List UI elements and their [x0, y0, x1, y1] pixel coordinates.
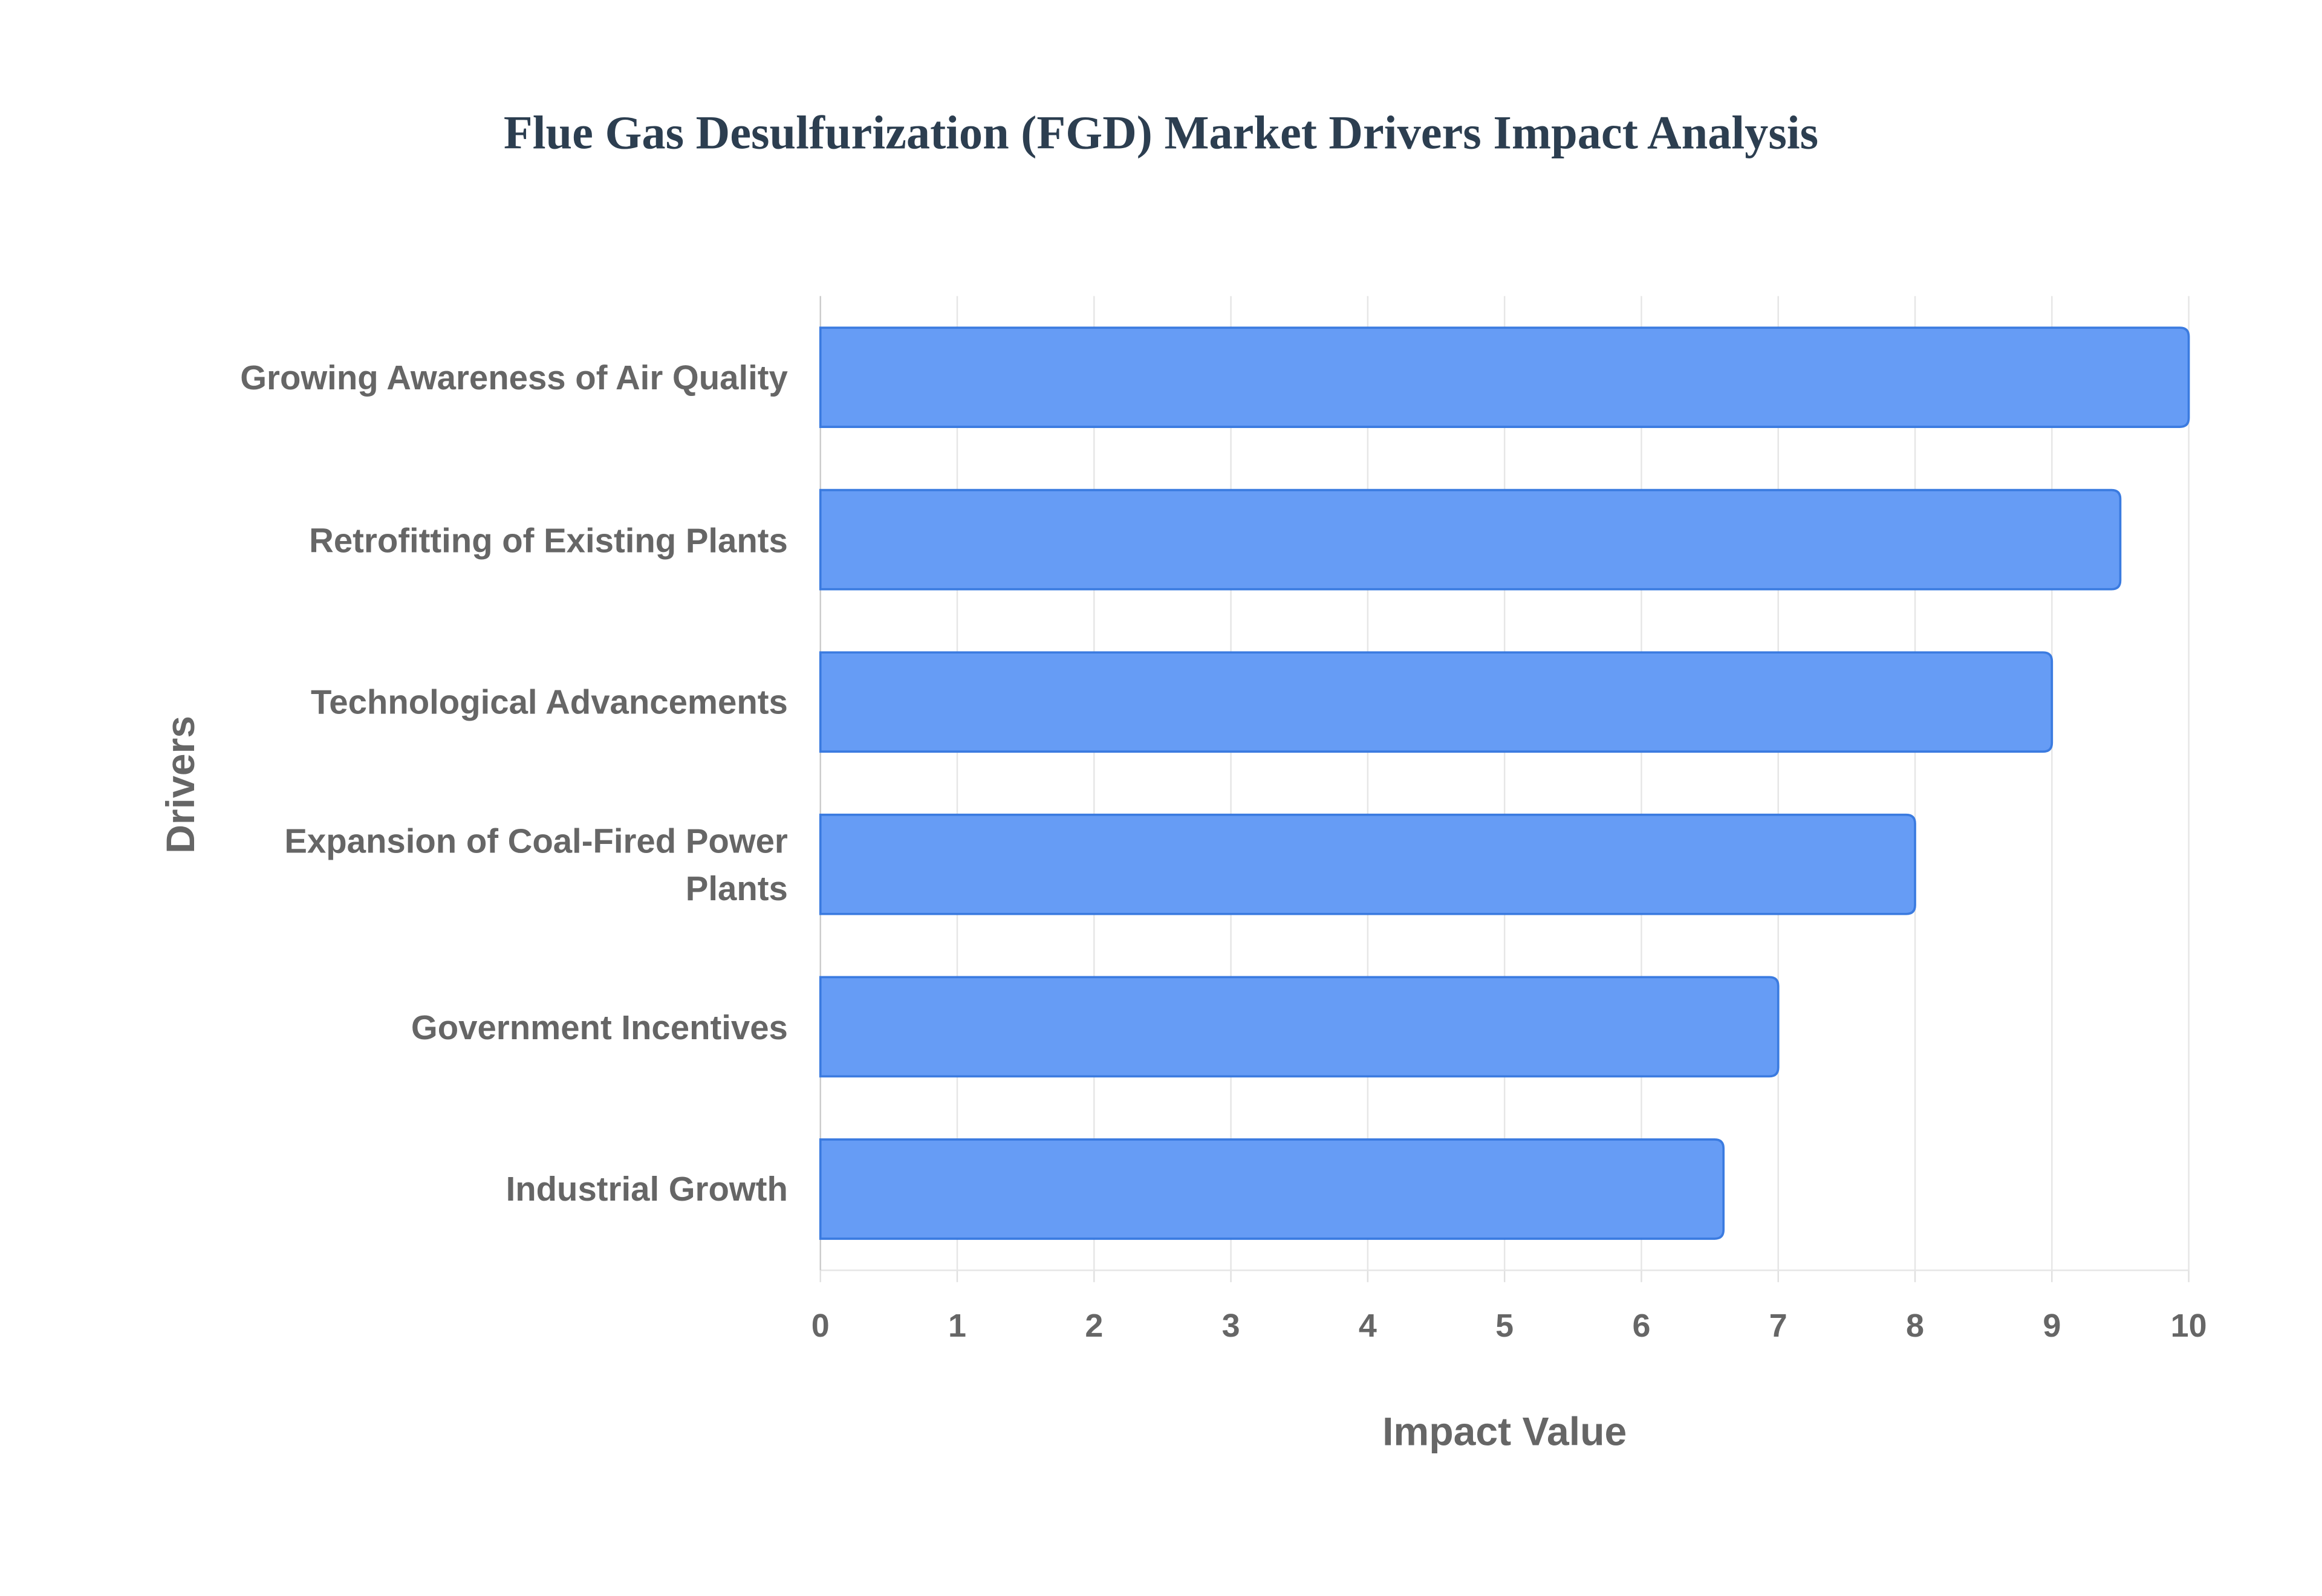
chart-title: Flue Gas Desulfurization (FGD) Market Dr…	[504, 106, 1818, 159]
x-tick-label: 10	[2171, 1308, 2207, 1344]
bar	[819, 813, 1916, 915]
x-tick-label: 3	[1222, 1308, 1240, 1344]
y-tick-label-box: Technological Advancements	[311, 683, 788, 722]
y-tick-label-box: Expansion of Coal-Fired Power Plants	[284, 821, 788, 907]
x-tick-label: 6	[1632, 1308, 1650, 1344]
bar	[819, 326, 2190, 428]
y-tick-label: Industrial Growth	[506, 1170, 788, 1208]
x-tick-label: 2	[1085, 1308, 1103, 1344]
y-tick-label: Government Incentives	[411, 1007, 788, 1046]
x-tick-label: 7	[1769, 1308, 1787, 1344]
y-tick-label: Growing Awareness of Air Quality	[240, 358, 788, 397]
y-tick-label: Expansion of Coal-Fired Power Plants	[284, 821, 788, 907]
y-tick-label: Retrofitting of Existing Plants	[309, 520, 788, 559]
x-tick-label: 5	[1495, 1308, 1514, 1344]
y-tick-label-box: Government Incentives	[411, 1007, 788, 1046]
y-tick-label-box: Industrial Growth	[506, 1170, 788, 1208]
y-axis-title: Drivers	[158, 716, 203, 854]
y-tick-label-box: Growing Awareness of Air Quality	[240, 358, 788, 397]
x-tick-label: 0	[811, 1308, 830, 1344]
y-tick-label: Technological Advancements	[311, 683, 788, 722]
bar	[819, 488, 2122, 591]
x-tick-label: 4	[1359, 1308, 1377, 1344]
bar	[819, 976, 1780, 1078]
x-axis-title: Impact Value	[1382, 1410, 1627, 1455]
x-tick-label: 9	[2043, 1308, 2061, 1344]
y-tick-label-box: Retrofitting of Existing Plants	[309, 520, 788, 559]
x-tick-label: 1	[948, 1308, 966, 1344]
x-tick-label: 8	[1906, 1308, 1924, 1344]
grid	[819, 296, 2190, 1271]
bar	[819, 651, 2054, 753]
bar	[819, 1138, 1725, 1240]
